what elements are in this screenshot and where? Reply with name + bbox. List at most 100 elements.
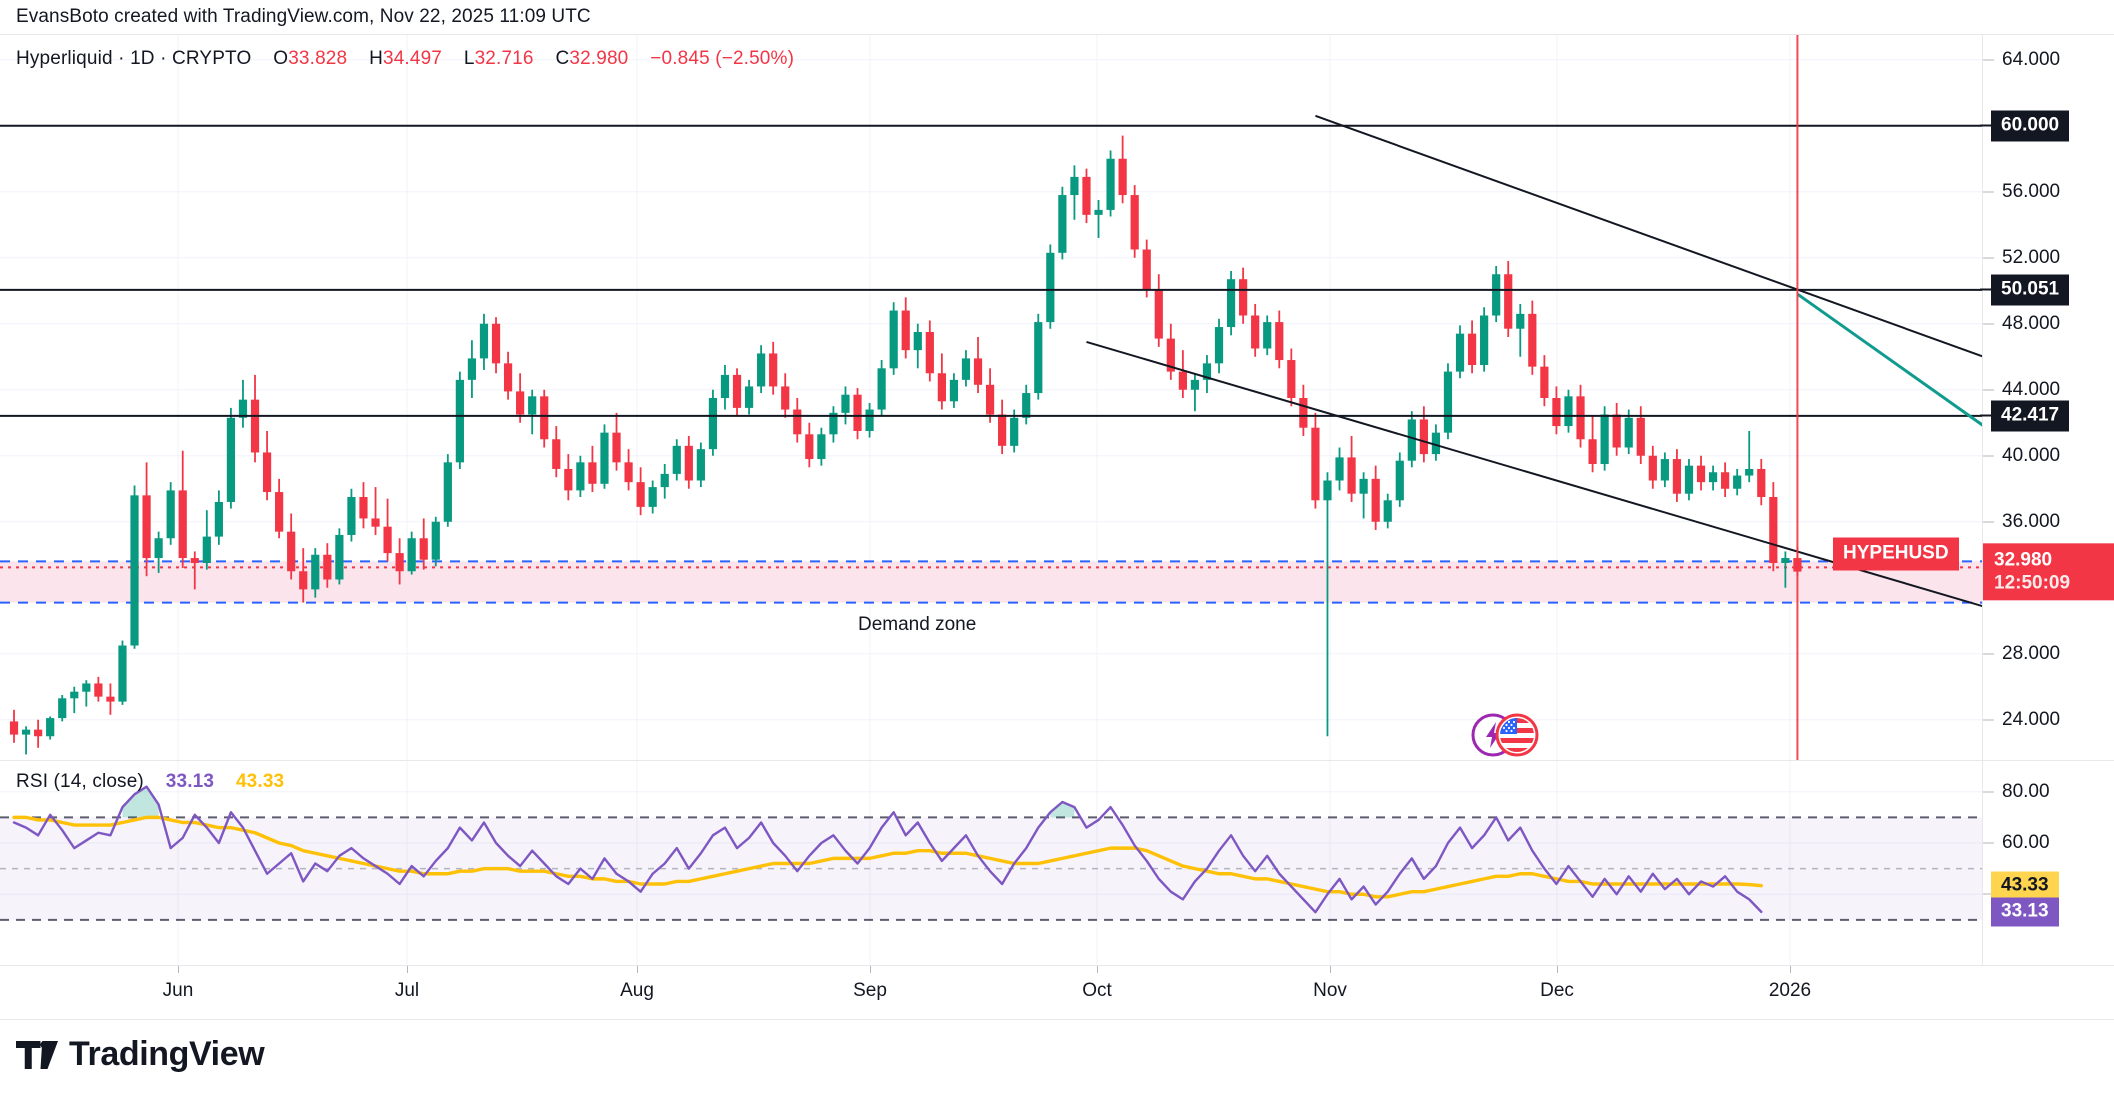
candle-body xyxy=(925,332,934,374)
candle-body xyxy=(311,554,320,590)
time-axis-tick-label: Jul xyxy=(394,980,420,1001)
candle-body xyxy=(1552,398,1561,427)
candle-body xyxy=(21,729,31,735)
candle-body xyxy=(1612,414,1621,448)
price-tick-mark xyxy=(1983,653,1994,655)
price-level-badge[interactable]: 50.051 xyxy=(1980,274,2070,306)
price-axis[interactable]: 64.000 56.000 52.000 48.000 44.000 40.000 36.0… xyxy=(1833,34,2114,760)
price-tick-mark xyxy=(1983,191,1994,193)
candle-body xyxy=(1202,363,1212,380)
time-axis-tick-label: Nov xyxy=(1313,980,1347,1001)
candle-body xyxy=(612,432,621,463)
candle-body xyxy=(1600,414,1609,464)
legend-high-value: 34.497 xyxy=(382,48,442,69)
candle-body xyxy=(1335,457,1344,481)
time-tick-mark xyxy=(1557,966,1558,973)
candle-body xyxy=(58,698,67,719)
candle-body xyxy=(1480,315,1489,365)
last-price-badge[interactable]: 32.980 12:50:09 xyxy=(1983,542,2114,601)
candle-body xyxy=(1058,195,1067,253)
candle-body xyxy=(299,571,308,590)
candle-body xyxy=(1455,333,1465,372)
candle-body xyxy=(1046,252,1055,323)
candle-body xyxy=(106,696,115,702)
candle-body xyxy=(287,531,296,572)
time-axis-tick-label: Oct xyxy=(1082,980,1112,1001)
time-axis-tick-label: Sep xyxy=(853,980,887,1001)
price-tick-mark xyxy=(1983,323,1994,325)
rsi-value-badge[interactable]: 33.13 xyxy=(1991,897,2059,927)
rsi-axis-tick-label: 60.00 xyxy=(2002,832,2050,853)
rsi-legend-title[interactable]: RSI (14, close) xyxy=(16,771,144,792)
bar-countdown: 12:50:09 xyxy=(1994,572,2071,594)
candle-body xyxy=(503,363,513,392)
candle-body xyxy=(588,462,597,484)
price-legend[interactable]: Hyperliquid · 1D · CRYPTO O33.828 H34.49… xyxy=(16,48,794,70)
candle-body xyxy=(720,374,730,398)
candle-body xyxy=(407,538,416,572)
candle-body xyxy=(1781,558,1790,563)
time-axis[interactable]: Jun Jul Aug Sep Oct Nov Dec 2026 xyxy=(0,965,2114,1020)
candle-body xyxy=(1407,419,1416,461)
rsi-legend[interactable]: RSI (14, close) 33.13 43.33 xyxy=(16,771,284,793)
rsi-pane[interactable] xyxy=(0,760,1983,965)
candle-body xyxy=(684,445,693,481)
candle-body xyxy=(516,391,525,415)
legend-interval[interactable]: 1D xyxy=(130,48,155,69)
price-pane[interactable] xyxy=(0,34,1983,760)
candle-body xyxy=(1757,468,1766,497)
candle-body xyxy=(202,536,211,563)
legend-close-value: 32.980 xyxy=(569,48,629,69)
price-level-badge[interactable]: 60.000 xyxy=(1980,110,2070,142)
candle-body xyxy=(1311,427,1320,501)
candle-body xyxy=(1082,176,1091,215)
candle-body xyxy=(1504,274,1513,329)
candle-body xyxy=(949,379,959,402)
price-chart-canvas xyxy=(0,35,1983,760)
candle-body xyxy=(793,409,802,435)
price-level-badge[interactable]: 42.417 xyxy=(1980,400,2070,432)
candle-body xyxy=(648,487,657,507)
price-level-badge-tick xyxy=(1980,288,1991,291)
rsi-value-badge[interactable]: 43.33 xyxy=(1991,871,2059,901)
candle-body xyxy=(1359,478,1368,494)
candle-body xyxy=(118,645,127,702)
candle-body xyxy=(154,538,163,559)
candle-body xyxy=(961,358,971,380)
candle-body xyxy=(275,492,284,532)
candle-body xyxy=(1226,279,1236,328)
candle-body xyxy=(395,553,404,572)
candle-body xyxy=(913,332,922,351)
candle-body xyxy=(142,495,151,559)
candle-body xyxy=(323,554,332,580)
candle-body xyxy=(250,399,260,453)
candle-body xyxy=(528,396,537,415)
bullish-projection-line[interactable] xyxy=(1796,292,1983,593)
legend-symbol[interactable]: Hyperliquid xyxy=(16,48,113,69)
candle-body xyxy=(9,721,19,735)
candle-body xyxy=(841,394,850,413)
economic-event-marker[interactable] xyxy=(1470,712,1540,763)
upper-descending-trendline[interactable] xyxy=(1315,114,1983,542)
rsi-legend-value: 33.13 xyxy=(165,771,215,792)
candle-body xyxy=(757,353,766,387)
candle-body xyxy=(1745,468,1754,476)
candle-body xyxy=(1648,455,1657,481)
credit-bar: EvansBoto created with TradingView.com, … xyxy=(0,0,2114,33)
rsi-chart-canvas xyxy=(0,761,1982,965)
lower-descending-trendline[interactable] xyxy=(1086,340,1983,665)
candle-body xyxy=(1190,379,1200,390)
time-tick-mark xyxy=(637,966,638,973)
time-tick-mark xyxy=(407,966,408,973)
candle-body xyxy=(1540,366,1549,398)
price-axis-tick-label: 40.000 xyxy=(2002,444,2061,466)
candle-body xyxy=(829,412,838,435)
candle-body xyxy=(467,358,477,380)
candle-body xyxy=(371,518,380,527)
candle-body xyxy=(672,445,681,474)
candle-body xyxy=(1178,371,1187,390)
price-tick-mark xyxy=(1983,719,1994,721)
price-axis-tick-label: 24.000 xyxy=(2002,708,2061,730)
